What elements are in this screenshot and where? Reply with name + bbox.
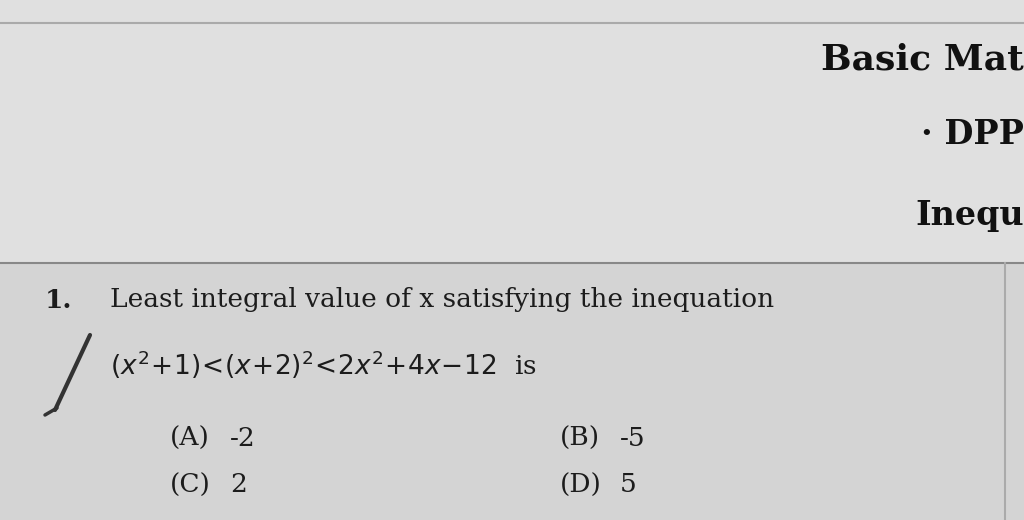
Text: Inequ: Inequ [915, 199, 1024, 231]
Text: · DPP: · DPP [922, 119, 1024, 151]
Text: Least integral value of x satisfying the inequation: Least integral value of x satisfying the… [110, 288, 774, 313]
Text: -5: -5 [620, 425, 645, 450]
Text: (D): (D) [560, 473, 602, 498]
Text: (B): (B) [560, 425, 600, 450]
Text: 1.: 1. [45, 288, 73, 313]
Text: $\left(x^2\!+\!1\right)\!<\!\left(x\!+\!2\right)^2\!<\!2x^2\!+\!4x\!-\!12$  is: $\left(x^2\!+\!1\right)\!<\!\left(x\!+\!… [110, 349, 537, 381]
Text: 5: 5 [620, 473, 637, 498]
Bar [0, 263, 1024, 520]
Text: 2: 2 [230, 473, 247, 498]
Text: (C): (C) [170, 473, 211, 498]
Text: -2: -2 [230, 425, 256, 450]
Bar [0, 0, 1024, 263]
Text: Basic Mat: Basic Mat [821, 43, 1024, 77]
Text: (A): (A) [170, 425, 210, 450]
